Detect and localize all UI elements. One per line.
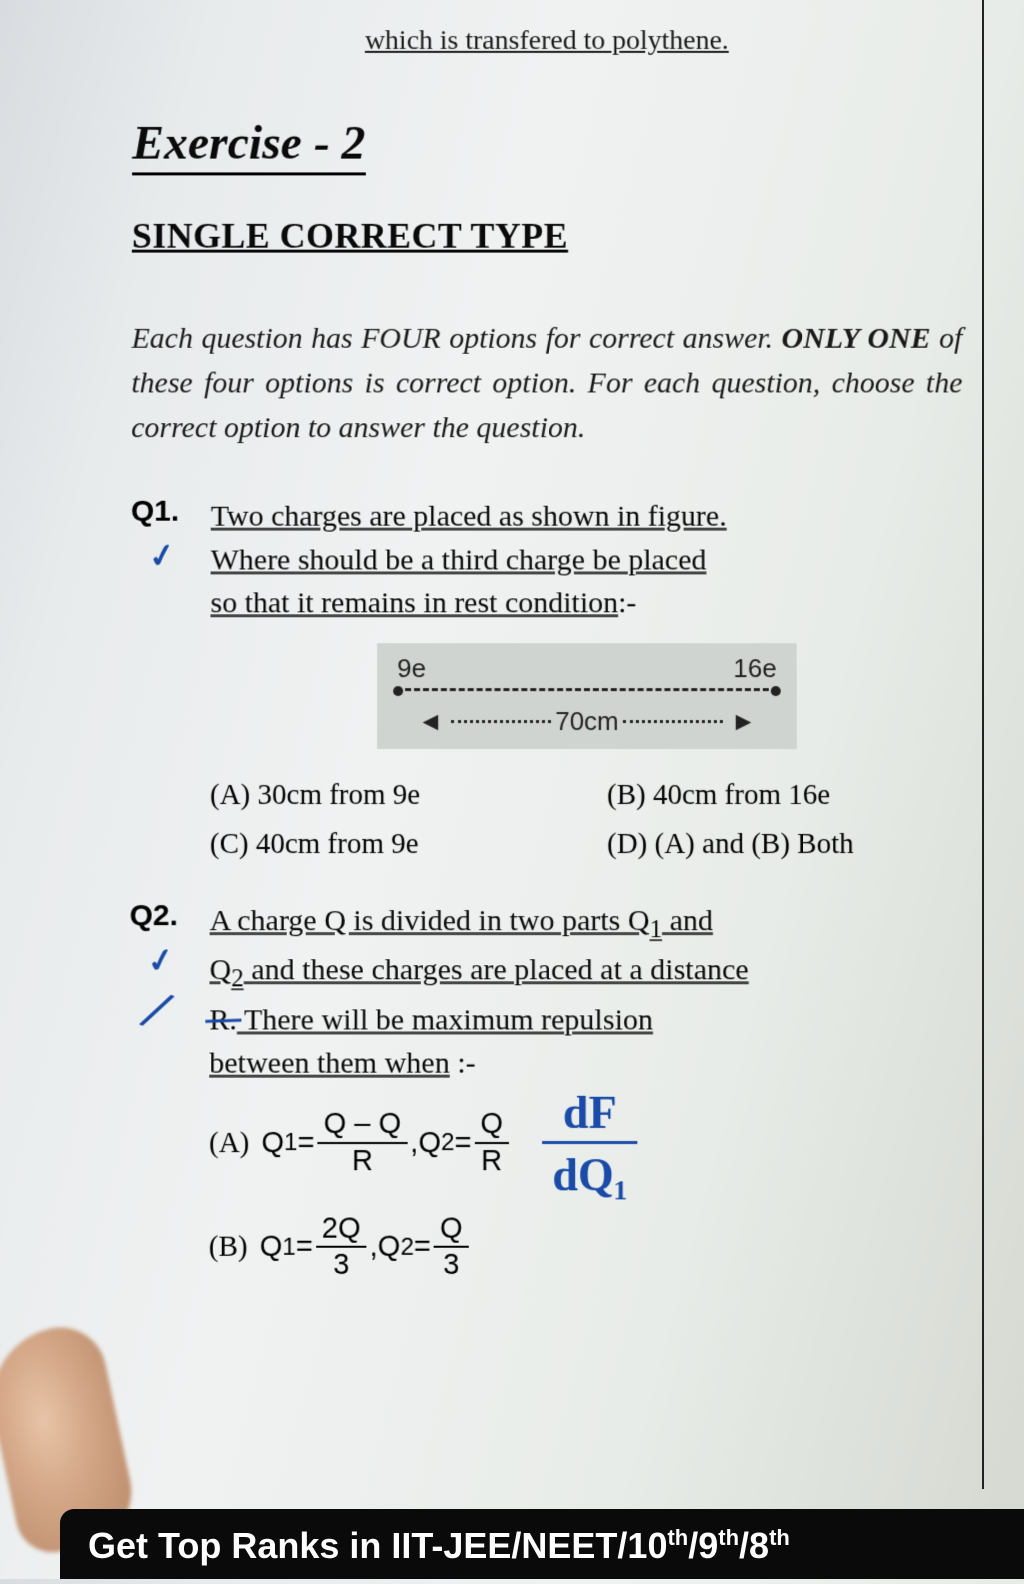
q2-sub1: 1 (650, 916, 663, 943)
q2a-frac2: Q R (474, 1109, 509, 1178)
q2a-eq: = (298, 1127, 315, 1160)
footer-t3: /8 (739, 1525, 769, 1566)
fig-distance: 70cm (555, 706, 619, 737)
q2-tail: :- (450, 1047, 476, 1080)
q1-line1: Two charges are placed as shown in figur… (211, 500, 727, 533)
q2-t6: There will be maximum repulsion (237, 1003, 653, 1036)
q2b-Q2: Q (378, 1231, 401, 1264)
q2a-num2: Q (474, 1109, 509, 1144)
q2-options: (A) Q1 = Q – Q R , Q2 = Q R dF dQ₁ (209, 1085, 966, 1282)
q2-optA-label: (A) (209, 1127, 249, 1160)
fig-dim-dash-right (623, 720, 723, 723)
q2-t7: between them when (209, 1047, 450, 1080)
q2a-s1: 1 (284, 1129, 298, 1157)
q2-sub2: 2 (231, 966, 244, 993)
hw-bottom: dQ₁ (542, 1144, 638, 1201)
fig-charge-right-icon (771, 686, 781, 696)
q2-slash-icon: ╱ (141, 989, 172, 1031)
q2-text: A charge Q is divided in two parts Q1 an… (209, 899, 965, 1085)
q2-checkmark-icon: ✓ (144, 939, 177, 981)
q1-checkmark-icon: ✓ (146, 535, 179, 577)
q1-opt-d: (D) (A) and (B) Both (607, 820, 964, 869)
footer-t2: /9 (688, 1525, 718, 1566)
q1-figure: 9e 16e ◄ 70cm ► (377, 643, 797, 749)
q1-options: (A) 30cm from 9e (B) 40cm from 16e (C) 4… (210, 771, 965, 870)
q2b-frac2: Q 3 (434, 1213, 469, 1282)
question-2: Q2. ✓ ╱ A charge Q is divided in two par… (128, 899, 966, 1282)
fig-charge-left-icon (393, 686, 403, 696)
q1-text: Two charges are placed as shown in figur… (210, 495, 963, 625)
q2a-comma: , (410, 1127, 418, 1160)
exercise-heading: Exercise - 2 (132, 116, 365, 175)
q1-opt-c: (C) 40cm from 9e (210, 820, 567, 869)
q2-opt-a: (A) Q1 = Q – Q R , Q2 = Q R dF dQ₁ (209, 1085, 966, 1201)
footer-sup1: th (667, 1525, 688, 1550)
q2a-eq2: = (454, 1127, 471, 1160)
q2b-Q1: Q (260, 1231, 283, 1264)
q2-t3: Q (209, 954, 231, 987)
q2a-s2: 2 (441, 1129, 454, 1157)
q1-opt-a: (A) 30cm from 9e (210, 771, 567, 820)
q2b-num2: Q (434, 1213, 469, 1248)
q2a-Q1: Q (261, 1127, 284, 1160)
q2b-s2: 2 (400, 1234, 414, 1262)
q2b-eq: = (296, 1231, 313, 1264)
q2a-den1: R (318, 1144, 408, 1178)
q2b-s1: 1 (282, 1234, 296, 1262)
q2b-frac1: 2Q 3 (316, 1213, 367, 1282)
q2b-eq2: = (414, 1231, 431, 1264)
q2a-num1: Q – Q (318, 1109, 408, 1144)
fig-dashed-line (405, 688, 769, 691)
q1-opt-b: (B) 40cm from 16e (607, 771, 964, 820)
fig-arrow-left-icon: ◄ (418, 706, 444, 737)
q1-tail: :- (618, 586, 636, 619)
top-fragment: which is transfered to polythene. (133, 25, 962, 57)
q2a-den2: R (474, 1144, 509, 1178)
footer-sup3: th (769, 1525, 790, 1550)
fig-left-label: 9e (397, 653, 426, 684)
footer-banner: Get Top Ranks in IIT-JEE/NEET/10th/9th/8… (60, 1509, 1024, 1579)
question-1: Q1. ✓ Two charges are placed as shown in… (130, 495, 965, 869)
q2-t1: A charge Q is divided in two parts Q (210, 904, 650, 937)
q1-line3: so that it remains in rest condition (210, 586, 618, 619)
handwritten-dfdq1: dF dQ₁ (542, 1085, 638, 1201)
q2-optB-label: (B) (209, 1231, 248, 1264)
instr-part1: Each question has FOUR options for corre… (131, 322, 781, 355)
q2a-Q2: Q (418, 1127, 441, 1160)
hw-top: dF (542, 1085, 637, 1143)
q2-t5: R. (209, 998, 237, 1042)
instructions: Each question has FOUR options for corre… (131, 316, 963, 450)
page-content: which is transfered to polythene. Exerci… (37, 6, 1008, 1584)
q2-opt-b: (B) Q1 = 2Q 3 , Q2 = Q 3 (209, 1213, 966, 1282)
q2-t4: and these charges are placed at a distan… (244, 954, 749, 987)
q2b-num1: 2Q (316, 1213, 367, 1248)
q2a-frac1: Q – Q R (318, 1109, 408, 1178)
fig-arrow-right-icon: ► (731, 706, 757, 737)
footer-sup2: th (718, 1525, 739, 1550)
q2b-den2: 3 (434, 1248, 469, 1282)
q2b-comma: , (370, 1231, 378, 1264)
q1-line2: Where should be a third charge be placed (211, 543, 707, 576)
instr-bold: ONLY ONE (782, 322, 931, 355)
q1-number: Q1. (131, 495, 179, 529)
section-heading: SINGLE CORRECT TYPE (132, 215, 962, 257)
q2b-den1: 3 (316, 1248, 367, 1282)
q2-number: Q2. (130, 899, 179, 933)
footer-t1: Get Top Ranks in IIT-JEE/NEET/10 (88, 1525, 667, 1566)
fig-right-label: 16e (733, 653, 776, 684)
fig-dim-dash-left (451, 720, 551, 723)
q2-t2: and (662, 904, 713, 937)
